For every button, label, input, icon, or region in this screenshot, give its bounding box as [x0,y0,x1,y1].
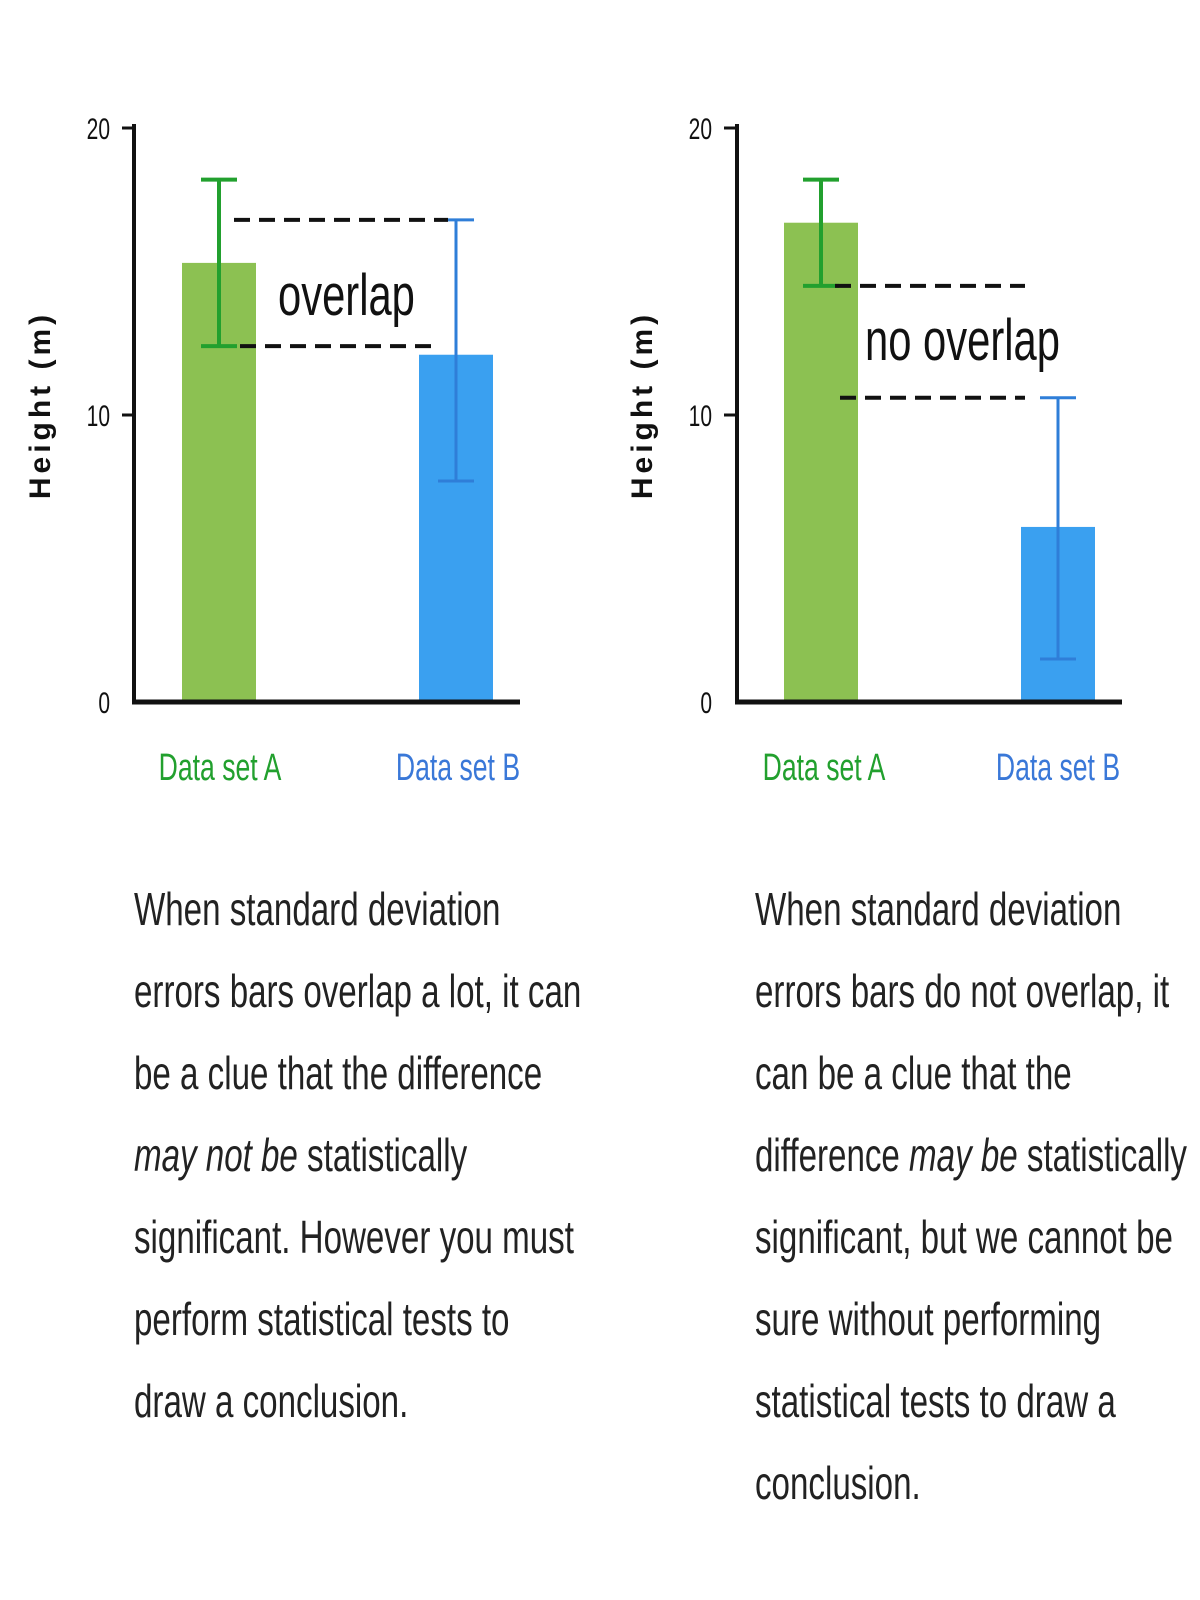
caption-left: When standard deviation errors bars over… [134,868,581,1442]
error-bar-a [803,177,839,288]
chart-left: 0 10 20 Height (m) Data set A Data set B overl… [24,114,520,789]
caption-left-emphasis: may not be [134,1129,298,1181]
caption-left-line-7: draw a conclusion. [134,1375,409,1427]
bar-a [784,222,858,702]
caption-left-line-3: be a clue that the difference [134,1047,543,1099]
y-axis-label: Height (m) [24,311,57,499]
caption-right-emphasis: may be [909,1129,1018,1181]
caption-right-line-5: significant, but we cannot be [755,1211,1173,1263]
caption-left-line-2: errors bars overlap a lot, it can [134,965,582,1017]
caption-right: When standard deviation errors bars do n… [755,868,1187,1524]
caption-left-line-5: significant. However you must [134,1211,574,1263]
x-category-label-a: Data set A [763,745,886,788]
caption-right-line-7: statistical tests to draw a [755,1375,1116,1427]
caption-right-line-4-start: difference [755,1129,910,1181]
annotation-label: no overlap [865,307,1060,372]
caption-right-line-3: can be a clue that the [755,1047,1072,1099]
y-tick-label: 20 [689,114,712,146]
error-bar-b [1040,396,1076,661]
caption-right-line-2: errors bars do not overlap, it [755,965,1170,1017]
x-category-label-b: Data set B [396,745,520,788]
caption-right-line-1: When standard deviation [755,883,1122,935]
y-tick-label: 20 [87,114,110,146]
x-category-label-a: Data set A [159,745,282,788]
error-bar-a [201,177,237,349]
caption-left-line-4: statistically [297,1129,468,1181]
y-tick-label: 0 [98,688,110,720]
annotation-label: overlap [278,262,415,327]
chart-right: 0 10 20 Height (m) Data set A Data set B no ov… [626,114,1122,788]
y-tick-label: 10 [87,401,110,433]
caption-right-line-4: statistically [1017,1129,1187,1181]
charts-area: 0 10 20 Height (m) Data set A Data set B overl… [24,114,1122,789]
caption-left-line-1: When standard deviation [134,883,501,935]
caption-right-line-8: conclusion. [755,1457,921,1509]
y-tick-label: 10 [689,401,712,433]
caption-right-line-6: sure without performing [755,1293,1102,1345]
y-tick-label: 0 [700,688,712,720]
y-axis-label: Height (m) [626,311,659,499]
x-category-label-b: Data set B [996,745,1120,788]
caption-left-line-6: perform statistical tests to [134,1293,510,1345]
